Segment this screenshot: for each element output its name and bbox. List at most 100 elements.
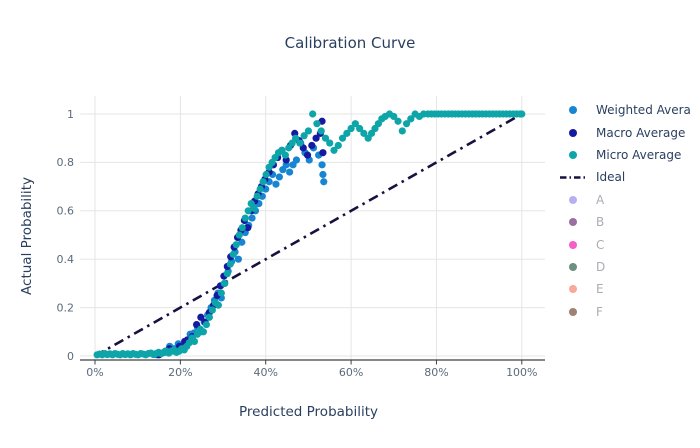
scatter-point	[248, 214, 256, 222]
scatter-point	[291, 134, 300, 142]
y-tick-label: 0.4	[57, 253, 75, 266]
x-tick-label: 0%	[86, 366, 103, 379]
scatter-point	[214, 301, 222, 309]
legend-dashdot-line-icon	[558, 175, 588, 180]
legend-label: Weighted Avera	[596, 103, 691, 118]
scatter-point	[272, 180, 280, 188]
x-tick-label: 80%	[424, 366, 448, 379]
scatter-point	[259, 178, 267, 186]
scatter-point	[223, 270, 231, 278]
scatter-point	[238, 224, 246, 232]
scatter-point	[334, 141, 342, 150]
legend-label: B	[596, 215, 605, 230]
scatter-point	[303, 151, 312, 159]
scatter-point	[318, 161, 326, 169]
scatter-point	[360, 129, 368, 137]
legend-label: Micro Average	[596, 147, 682, 162]
y-tick-label: 0	[67, 350, 74, 363]
x-axis-title: Predicted Probability	[238, 404, 379, 420]
legend-item-ideal[interactable]: Ideal	[558, 166, 698, 188]
legend-item-b[interactable]: B	[558, 211, 698, 233]
scatter-point	[286, 168, 294, 176]
scatter-point	[250, 204, 258, 212]
y-tick-label: 0.8	[57, 156, 75, 169]
y-tick-label: 0.2	[57, 301, 75, 314]
y-tick-label: 0.6	[57, 205, 75, 218]
legend-item-e[interactable]: E	[558, 278, 698, 300]
scatter-point	[312, 134, 320, 142]
scatter-point	[398, 127, 406, 135]
scatter-point	[220, 279, 228, 287]
legend-dot-icon	[558, 262, 588, 271]
scatter-point	[407, 115, 415, 123]
scatter-point	[244, 207, 252, 215]
scatter-point	[296, 139, 304, 147]
scatter-point	[402, 120, 411, 128]
ideal-line	[94, 112, 523, 358]
scatter-point	[351, 120, 359, 128]
scatter-point	[226, 260, 234, 268]
scatter-point	[309, 110, 317, 118]
scatter-point	[356, 124, 364, 133]
legend-dot-icon	[558, 240, 588, 249]
scatter-point	[197, 313, 205, 321]
scatter-point	[319, 170, 327, 179]
scatter-point	[229, 250, 237, 258]
legend-item-macro-average[interactable]: Macro Average	[558, 121, 698, 143]
legend-label: A	[596, 192, 605, 207]
legend-dot-icon	[558, 195, 588, 204]
legend-label: D	[596, 259, 606, 274]
x-tick-label: 100%	[506, 366, 537, 379]
scatter-point	[313, 120, 321, 128]
scatter-point	[205, 313, 213, 321]
scatter-point	[347, 124, 355, 133]
scatter-point	[253, 192, 261, 200]
legend-item-f[interactable]: F	[558, 301, 698, 323]
scatter-point	[320, 178, 328, 186]
legend-item-c[interactable]: C	[558, 233, 698, 255]
legend-label: Ideal	[596, 170, 626, 185]
scatter-point	[192, 320, 201, 329]
scatter-point	[202, 320, 210, 329]
legend-item-d[interactable]: D	[558, 256, 698, 278]
scatter-point	[330, 146, 338, 154]
legend: Weighted Avera Macro Average Micro Average…	[558, 99, 698, 323]
scatter-point	[326, 139, 334, 147]
scatter-point	[343, 129, 351, 137]
legend-dot-icon	[558, 128, 588, 137]
scatter-point	[232, 241, 240, 249]
scatter-point	[256, 185, 264, 193]
scatter-point	[275, 173, 283, 181]
scatter-point	[390, 112, 398, 121]
scatter-point	[304, 127, 312, 135]
legend-item-weighted-avera[interactable]: Weighted Avera	[558, 99, 698, 121]
legend-item-a[interactable]: A	[558, 189, 698, 211]
scatter-point	[199, 328, 208, 336]
scatter-point	[244, 224, 252, 232]
scatter-point	[262, 170, 270, 179]
legend-dot-icon	[558, 285, 588, 294]
legend-dot-icon	[558, 150, 588, 159]
legend-dot-icon	[558, 307, 588, 316]
x-tick-label: 40%	[253, 366, 277, 379]
scatter-point	[300, 132, 308, 140]
scatter-point	[217, 289, 225, 297]
scatter-point	[518, 110, 526, 118]
scatter-point	[208, 306, 216, 314]
scatter-point	[234, 255, 243, 263]
legend-label: E	[596, 282, 604, 297]
legend-label: Macro Average	[596, 125, 686, 140]
scatter-point	[190, 337, 199, 346]
scatter-point	[292, 156, 301, 164]
legend-dot-icon	[558, 218, 588, 227]
scatter-point	[238, 238, 246, 246]
y-tick-label: 1	[67, 108, 74, 121]
legend-item-micro-average[interactable]: Micro Average	[558, 144, 698, 166]
legend-label: F	[596, 304, 603, 319]
scatter-point	[394, 117, 402, 125]
scatter-point	[235, 231, 243, 239]
x-tick-label: 20%	[168, 366, 192, 379]
scatter-point	[308, 141, 316, 150]
